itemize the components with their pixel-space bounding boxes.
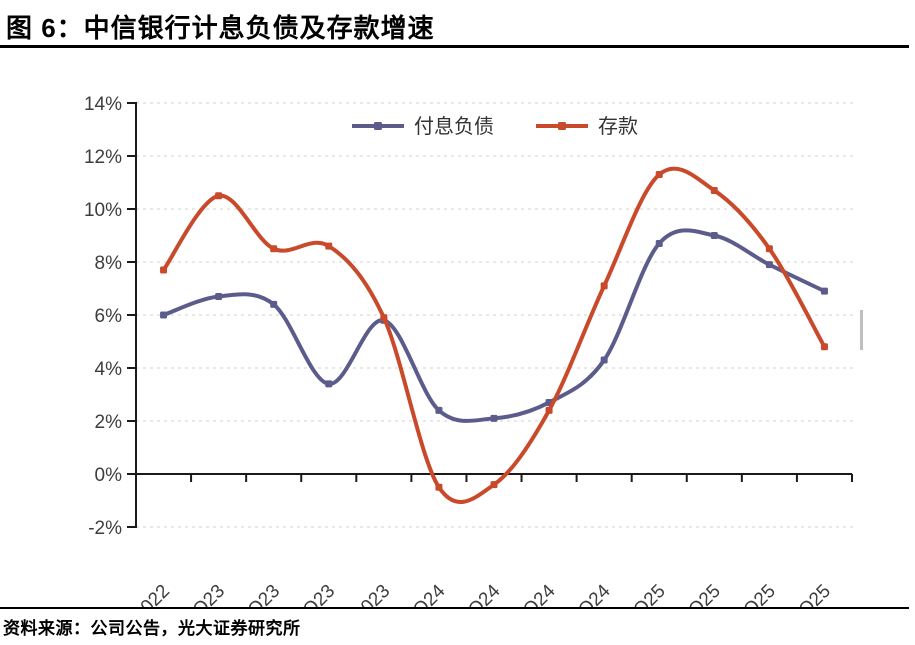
x-axis-label: 2022 xyxy=(129,581,174,608)
x-axis-label: 2Q24 xyxy=(457,580,505,608)
deposits-marker xyxy=(380,314,388,322)
y-axis-label: -2% xyxy=(88,518,122,539)
interest-bearing-liabilities-marker xyxy=(215,292,223,300)
right-edge-artifact-line xyxy=(860,310,863,350)
deposits-marker xyxy=(710,186,718,194)
x-axis-label: 3Q24 xyxy=(512,580,560,608)
interest-bearing-liabilities-marker xyxy=(820,287,828,295)
deposits-line xyxy=(161,166,827,505)
y-axis-label: 6% xyxy=(95,306,123,327)
deposits-marker xyxy=(435,483,443,491)
x-axis-label: 3Q25 xyxy=(732,581,780,608)
chart-area: -2% 0% 2% 4% 6% 8% 10% 12% 14% 2022 1Q23 2Q23 3Q23 20… xyxy=(84,94,855,628)
deposits-legend-label: 存款 xyxy=(598,115,638,138)
interest-bearing-liabilities-marker xyxy=(765,261,773,269)
interest-bearing-liabilities-marker xyxy=(490,414,498,422)
y-axis-label: 8% xyxy=(95,253,123,274)
y-axis-label: 4% xyxy=(95,359,123,380)
deposits-marker xyxy=(545,406,553,414)
y-axis-label: 14% xyxy=(84,94,122,115)
interest-bearing-liabilities-marker xyxy=(160,311,168,319)
deposits-legend-marker xyxy=(558,122,566,130)
x-axis-label: 4Q25 xyxy=(787,581,835,608)
interest-bearing-liabilities-marker xyxy=(435,406,443,414)
interest-bearing-liabilities-marker xyxy=(270,300,278,308)
x-axis-label: 1Q23 xyxy=(181,581,229,608)
x-axis-label: 3Q23 xyxy=(292,581,340,608)
deposits-marker xyxy=(160,266,168,274)
x-axis-label: 1Q25 xyxy=(622,581,670,608)
x-axis-label: 2Q23 xyxy=(237,581,285,608)
x-axis-label: 2Q25 xyxy=(677,581,725,608)
deposits-marker xyxy=(325,242,333,250)
interest-bearing-liabilities-legend-marker xyxy=(374,122,382,130)
y-axis-label: 0% xyxy=(95,465,123,486)
figure-title: 图 6：中信银行计息负债及存款增速 xyxy=(6,13,435,43)
deposits-marker xyxy=(270,245,278,253)
deposits-marker xyxy=(765,245,773,253)
title-divider-line xyxy=(0,45,909,48)
x-axis-label: 4Q24 xyxy=(567,580,615,608)
interest-bearing-liabilities-marker xyxy=(325,380,333,388)
x-axis-label: 2023 xyxy=(350,581,395,608)
source-note: 资料来源：公司公告，光大证券研究所 xyxy=(3,619,301,638)
deposits-marker xyxy=(820,343,828,351)
x-axis-label: 1Q24 xyxy=(402,580,450,608)
interest-bearing-liabilities-marker xyxy=(710,232,718,239)
y-axis-label: 10% xyxy=(84,200,122,221)
deposits-marker xyxy=(655,171,663,179)
deposits-marker xyxy=(600,282,608,290)
interest-bearing-liabilities-marker xyxy=(655,239,663,247)
interest-bearing-liabilities-line xyxy=(161,228,827,423)
deposits-marker xyxy=(490,481,498,489)
deposits-marker xyxy=(215,192,223,200)
interest-bearing-liabilities-marker xyxy=(600,356,608,364)
interest-bearing-liabilities-legend-label: 付息负债 xyxy=(414,115,494,138)
y-axis-label: 2% xyxy=(95,412,123,433)
footer-divider-line xyxy=(0,607,909,609)
growth-line-chart: -2% 0% 2% 4% 6% 8% 10% 12% 14% 2022 1Q23 2Q23 3Q23 20… xyxy=(84,94,855,628)
y-axis-label: 12% xyxy=(84,147,122,168)
